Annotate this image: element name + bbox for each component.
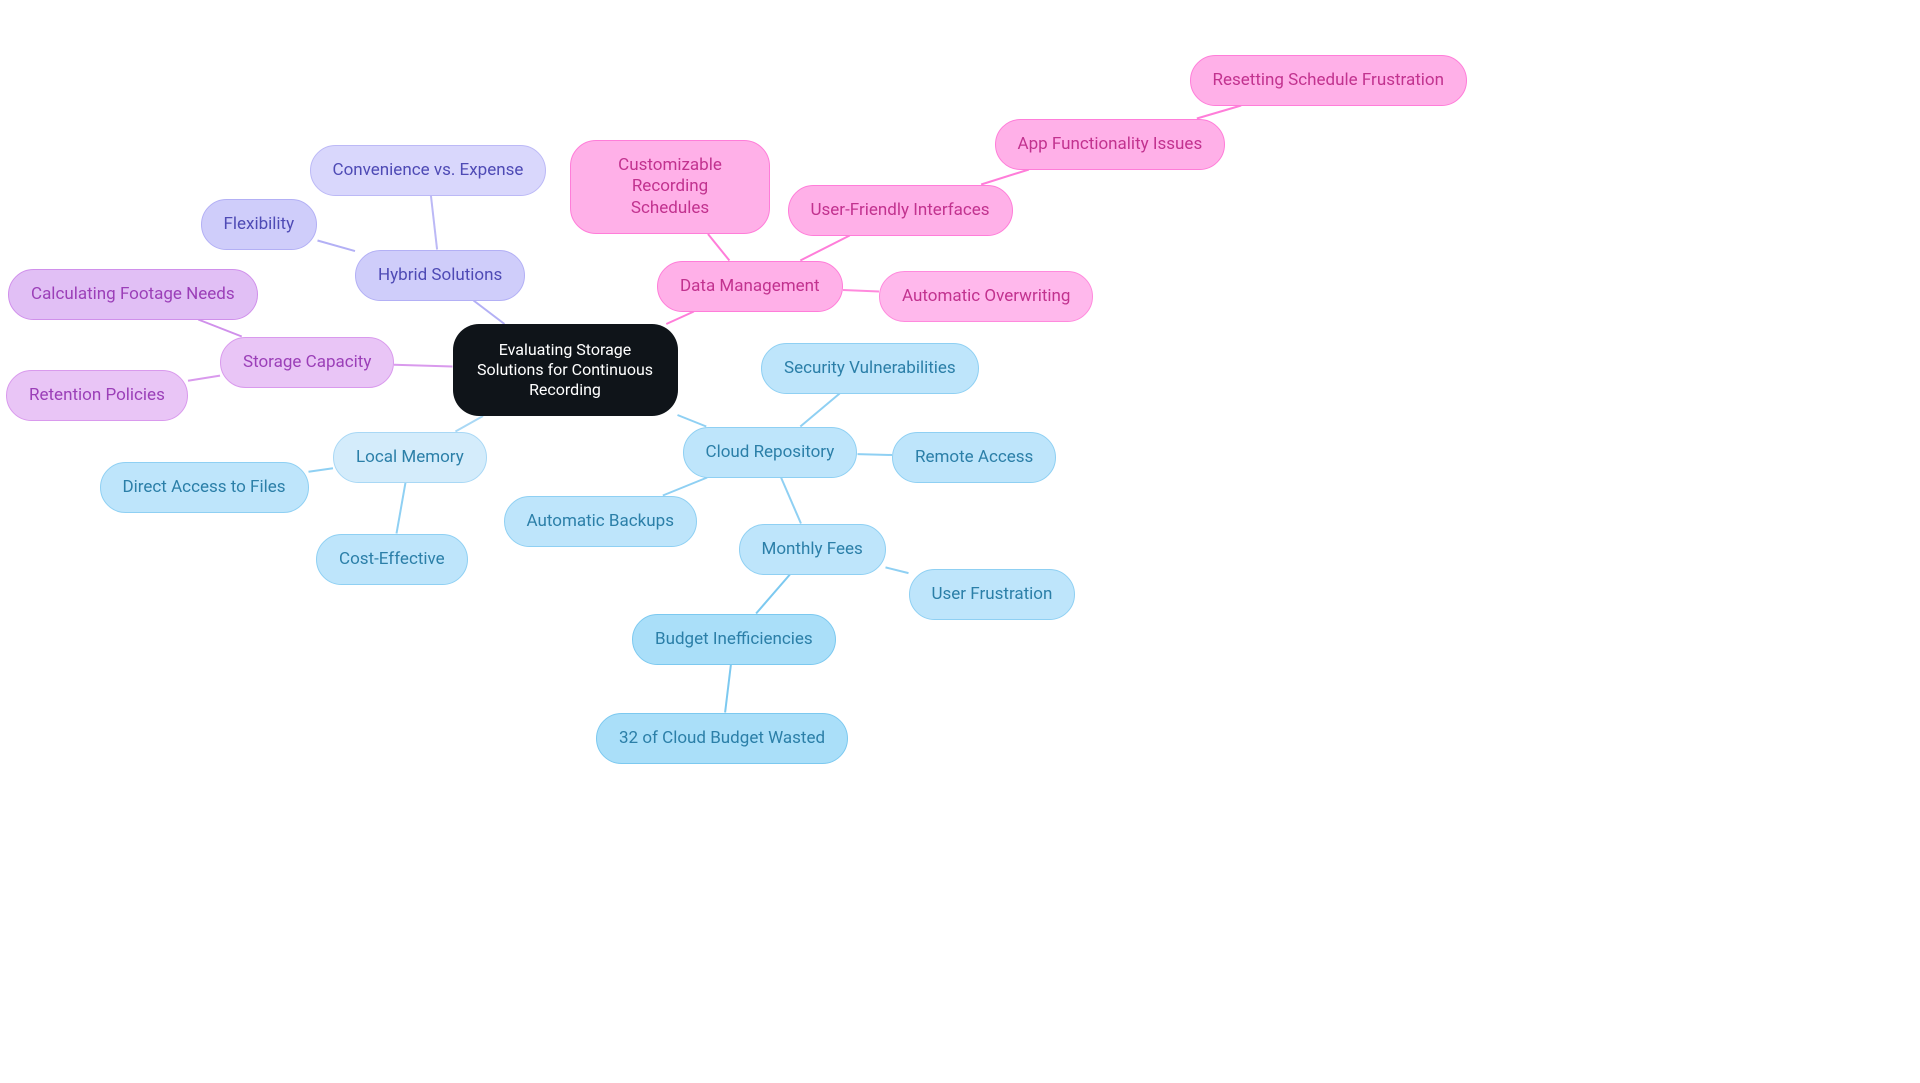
node-budget-ineff[interactable]: Budget Inefficiencies	[632, 614, 836, 665]
edge-cloud-repo-remote-access	[858, 454, 893, 455]
edge-user-friendly-app-issues	[981, 170, 1029, 185]
node-cloud-wasted[interactable]: 32 of Cloud Budget Wasted	[596, 713, 848, 764]
node-hybrid[interactable]: Hybrid Solutions	[355, 250, 525, 301]
node-auto-overwrite[interactable]: Automatic Overwriting	[879, 271, 1093, 322]
edge-storage-cap-retention	[188, 376, 220, 381]
edge-root-cloud-repo	[678, 415, 707, 427]
edge-app-issues-reset-frust	[1197, 106, 1241, 119]
edge-monthly-fees-user-frust	[886, 567, 909, 573]
edge-storage-cap-calc-footage	[198, 320, 242, 337]
edge-local-mem-direct-access	[309, 468, 334, 472]
edge-root-local-mem	[455, 416, 483, 432]
node-flex[interactable]: Flexibility	[201, 199, 318, 250]
node-retention[interactable]: Retention Policies	[6, 370, 188, 421]
node-calc-footage[interactable]: Calculating Footage Needs	[8, 269, 258, 320]
node-direct-access[interactable]: Direct Access to Files	[100, 462, 309, 513]
node-data-mgmt[interactable]: Data Management	[657, 261, 843, 312]
node-auto-backup[interactable]: Automatic Backups	[504, 496, 697, 547]
edge-local-mem-cost-eff	[397, 483, 406, 534]
edge-data-mgmt-user-friendly	[800, 236, 849, 261]
edge-root-storage-cap	[394, 365, 453, 367]
node-monthly-fees[interactable]: Monthly Fees	[739, 524, 886, 575]
node-cust-sched[interactable]: Customizable Recording Schedules	[570, 140, 770, 234]
node-user-friendly[interactable]: User-Friendly Interfaces	[788, 185, 1013, 236]
node-app-issues[interactable]: App Functionality Issues	[995, 119, 1226, 170]
node-sec-vuln[interactable]: Security Vulnerabilities	[761, 343, 979, 394]
edge-root-hybrid	[474, 301, 505, 325]
edge-data-mgmt-cust-sched	[708, 234, 729, 261]
edge-root-data-mgmt	[666, 312, 694, 325]
node-cloud-repo[interactable]: Cloud Repository	[683, 427, 858, 478]
edge-cloud-repo-monthly-fees	[781, 478, 801, 524]
edge-hybrid-conv-exp	[431, 196, 437, 250]
node-local-mem[interactable]: Local Memory	[333, 432, 487, 483]
node-user-frust[interactable]: User Frustration	[909, 569, 1076, 620]
edge-data-mgmt-auto-overwrite	[843, 290, 879, 292]
edge-budget-ineff-cloud-wasted	[725, 665, 731, 713]
edge-monthly-fees-budget-ineff	[756, 575, 790, 614]
node-root[interactable]: Evaluating Storage Solutions for Continu…	[453, 324, 678, 416]
node-conv-exp[interactable]: Convenience vs. Expense	[310, 145, 547, 196]
edge-cloud-repo-sec-vuln	[800, 394, 839, 427]
edge-cloud-repo-auto-backup	[663, 478, 707, 496]
node-storage-cap[interactable]: Storage Capacity	[220, 337, 394, 388]
edge-layer	[0, 0, 1920, 1083]
node-remote-access[interactable]: Remote Access	[892, 432, 1056, 483]
node-reset-frust[interactable]: Resetting Schedule Frustration	[1190, 55, 1467, 106]
node-cost-eff[interactable]: Cost-Effective	[316, 534, 468, 585]
edge-hybrid-flex	[318, 240, 356, 251]
